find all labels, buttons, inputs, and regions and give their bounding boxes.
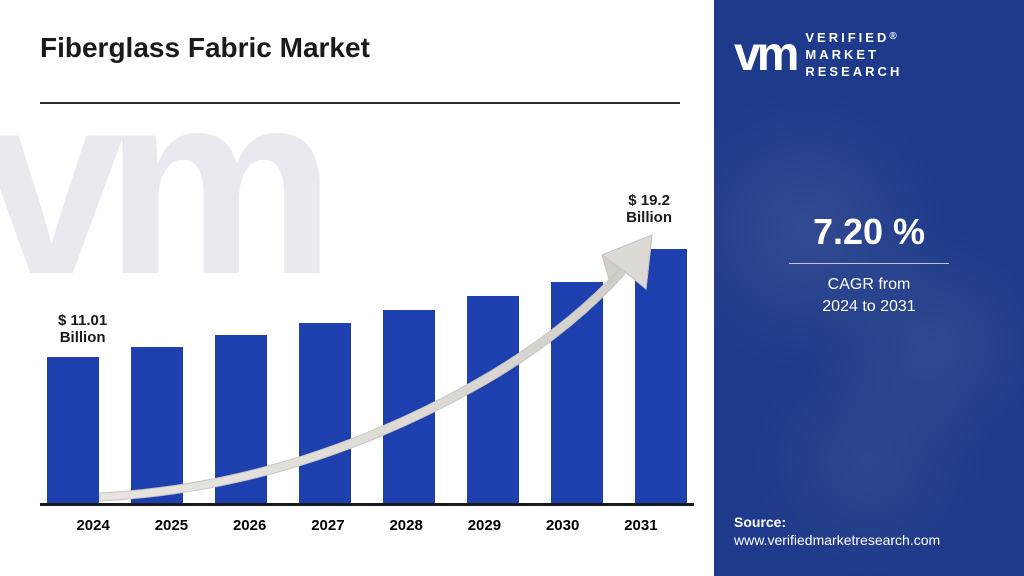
bar-rect [467,296,519,503]
xlabel-2030: 2030 [540,517,586,534]
source-label: Source: [734,514,940,530]
bar-rect [47,357,99,503]
bar-2029 [467,296,519,503]
x-axis-labels: 2024 2025 2026 2027 2028 2029 2030 2031 [70,517,664,534]
xlabel-2026: 2026 [227,517,273,534]
x-axis-line [40,503,694,506]
sidebar-panel: vm VERIFIED® MARKET RESEARCH 7.20 % CAGR… [714,0,1024,576]
chart-panel: vm Fiberglass Fabric Market $ 11.01 Bill… [0,0,714,576]
bar-2028 [383,310,435,503]
cagr-line1: CAGR from [828,276,911,293]
bar-rect [383,310,435,503]
logo-text: VERIFIED® MARKET RESEARCH [805,30,902,81]
source-url: www.verifiedmarketresearch.com [734,532,940,548]
cagr-line2: 2024 to 2031 [822,298,915,315]
title-divider [40,102,680,104]
bar-rect [635,249,687,503]
xlabel-2031: 2031 [618,517,664,534]
xlabel-2024: 2024 [70,517,116,534]
bar-chart: $ 11.01 Billion $ 19.2 Billion 202420252… [40,150,694,536]
bar-rect [215,335,267,503]
bar-2027 [299,323,351,503]
bar-rect [299,323,351,503]
source-block: Source: www.verifiedmarketresearch.com [734,514,940,548]
logo-line3: RESEARCH [805,64,902,79]
bar-rect [131,347,183,503]
brand-logo: vm VERIFIED® MARKET RESEARCH [734,30,1004,81]
chart-title: Fiberglass Fabric Market [40,32,694,64]
xlabel-2027: 2027 [305,517,351,534]
logo-mark: vm [734,36,795,74]
cagr-divider [789,263,949,264]
cagr-text: CAGR from 2024 to 2031 [734,274,1004,319]
bar-2024 [47,357,99,503]
xlabel-2029: 2029 [461,517,507,534]
bar-2031 [635,249,687,503]
bar-rect [551,282,603,503]
bar-2030 [551,282,603,503]
xlabel-2028: 2028 [383,517,429,534]
registered-mark: ® [889,31,899,42]
xlabel-2025: 2025 [148,517,194,534]
cagr-value: 7.20 % [734,211,1004,253]
logo-line1: VERIFIED [805,30,889,45]
bar-2025 [131,347,183,503]
logo-line2: MARKET [805,47,879,62]
bar-2026 [215,335,267,503]
cagr-block: 7.20 % CAGR from 2024 to 2031 [734,211,1004,319]
bars-container [70,170,664,503]
